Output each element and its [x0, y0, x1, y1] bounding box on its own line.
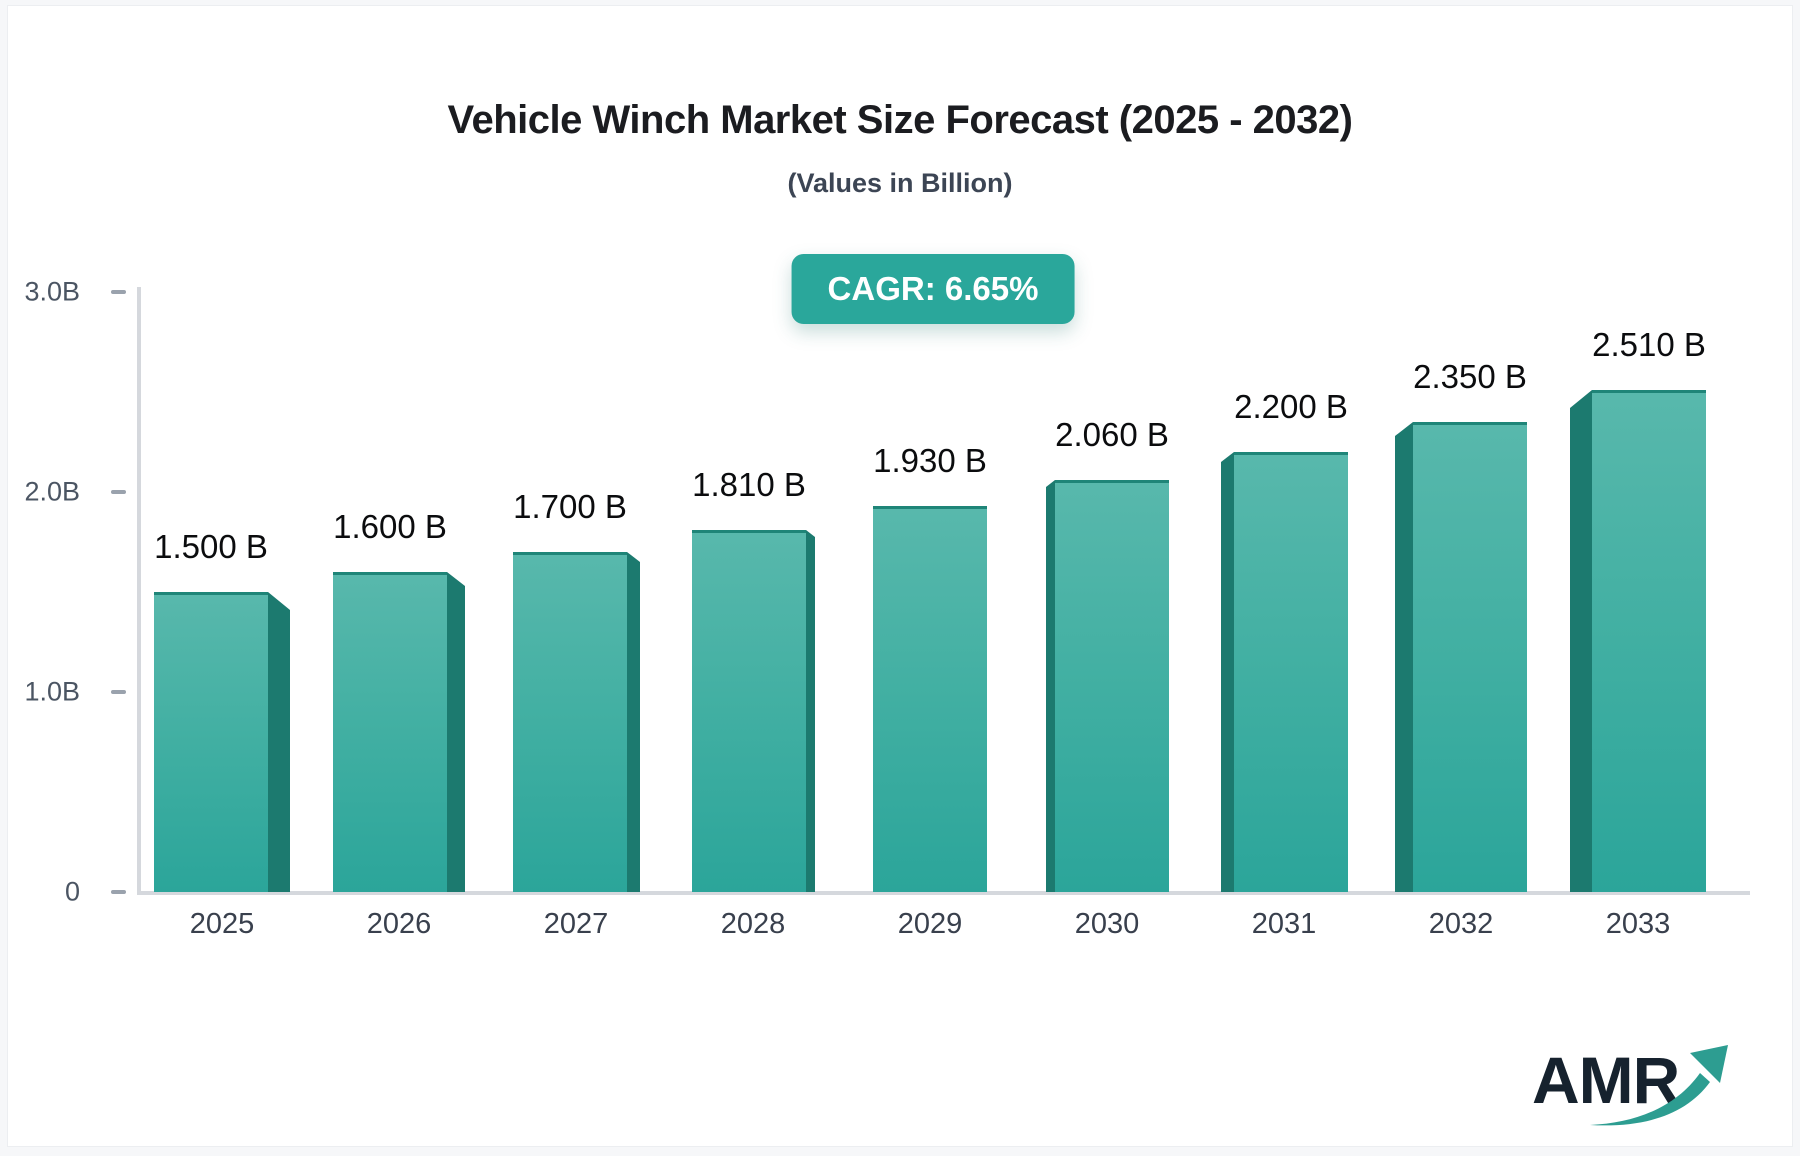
bar-front-face: [154, 592, 268, 892]
amr-logo-arrow-swoosh: [1590, 1073, 1710, 1126]
bar-2029: [873, 506, 987, 892]
bar-front-face: [692, 530, 806, 892]
y-tick-dash: [111, 490, 126, 494]
chart-subtitle: (Values in Billion): [787, 168, 1013, 198]
bar-2033: [1570, 390, 1706, 892]
bar-value-label: 2.350 B: [1413, 358, 1527, 395]
amr-logo-text: AMR: [1532, 1043, 1680, 1117]
bar-value-label: 1.700 B: [513, 488, 627, 525]
bar-front-face: [1413, 422, 1527, 892]
x-tick-label-2033: 2033: [1605, 908, 1671, 940]
y-tick-label: 2.0B: [24, 476, 80, 507]
bar-front-face: [513, 552, 627, 892]
bar-side-face: [627, 552, 640, 892]
y-tick-label: 1.0B: [24, 676, 80, 707]
chart-card: Vehicle Winch Market Size Forecast (2025…: [7, 5, 1793, 1147]
y-tick-dash: [111, 690, 126, 694]
y-axis-line: [137, 287, 141, 893]
x-tick-label-2026: 2026: [366, 908, 432, 940]
x-tick-label-2031: 2031: [1251, 908, 1317, 940]
bar-2030: [1046, 480, 1169, 892]
bar-2026: [333, 572, 465, 892]
bar-2032: [1395, 422, 1527, 892]
bar-value-label: 1.810 B: [692, 466, 806, 503]
bar-side-face: [1221, 452, 1234, 892]
y-tick-label: 3.0B: [24, 276, 80, 307]
bar-side-face: [1395, 422, 1413, 892]
bar-value-label: 1.600 B: [333, 508, 447, 545]
amr-logo-arrowhead: [1690, 1045, 1728, 1083]
x-tick-label-2032: 2032: [1428, 908, 1494, 940]
bar-2025: [154, 592, 290, 892]
y-tick-dash: [111, 290, 126, 294]
bar-value-label: 2.510 B: [1592, 326, 1706, 363]
bar-front-face: [1055, 480, 1169, 892]
amr-logo: AMR: [1532, 1043, 1728, 1126]
x-tick-label-2027: 2027: [543, 908, 609, 940]
x-tick-label-2029: 2029: [897, 908, 963, 940]
bar-value-label: 2.060 B: [1055, 416, 1169, 453]
y-tick-label: 0: [64, 876, 80, 907]
cagr-badge: CAGR: 6.65%: [791, 254, 1075, 324]
bar-value-label: 1.930 B: [873, 442, 987, 479]
bar-front-face: [1234, 452, 1348, 892]
bar-value-label: 2.200 B: [1234, 388, 1348, 425]
x-tick-label-2030: 2030: [1074, 908, 1140, 940]
bar-side-face: [268, 592, 290, 892]
bar-side-face: [447, 572, 465, 892]
bar-2028: [692, 530, 815, 892]
bar-side-face: [1046, 480, 1055, 892]
bar-2031: [1221, 452, 1348, 892]
bar-front-face: [873, 506, 987, 892]
bar-front-face: [333, 572, 447, 892]
bar-front-face: [1592, 390, 1706, 892]
bar-value-label: 1.500 B: [154, 528, 268, 565]
x-axis-line: [137, 891, 1750, 895]
x-tick-label-2025: 2025: [189, 908, 255, 940]
bar-side-face: [806, 530, 815, 892]
bar-2027: [513, 552, 640, 892]
x-tick-label-2028: 2028: [720, 908, 786, 940]
bar-side-face: [1570, 390, 1592, 892]
chart-title: Vehicle Winch Market Size Forecast (2025…: [447, 98, 1353, 142]
y-tick-dash: [111, 890, 126, 894]
